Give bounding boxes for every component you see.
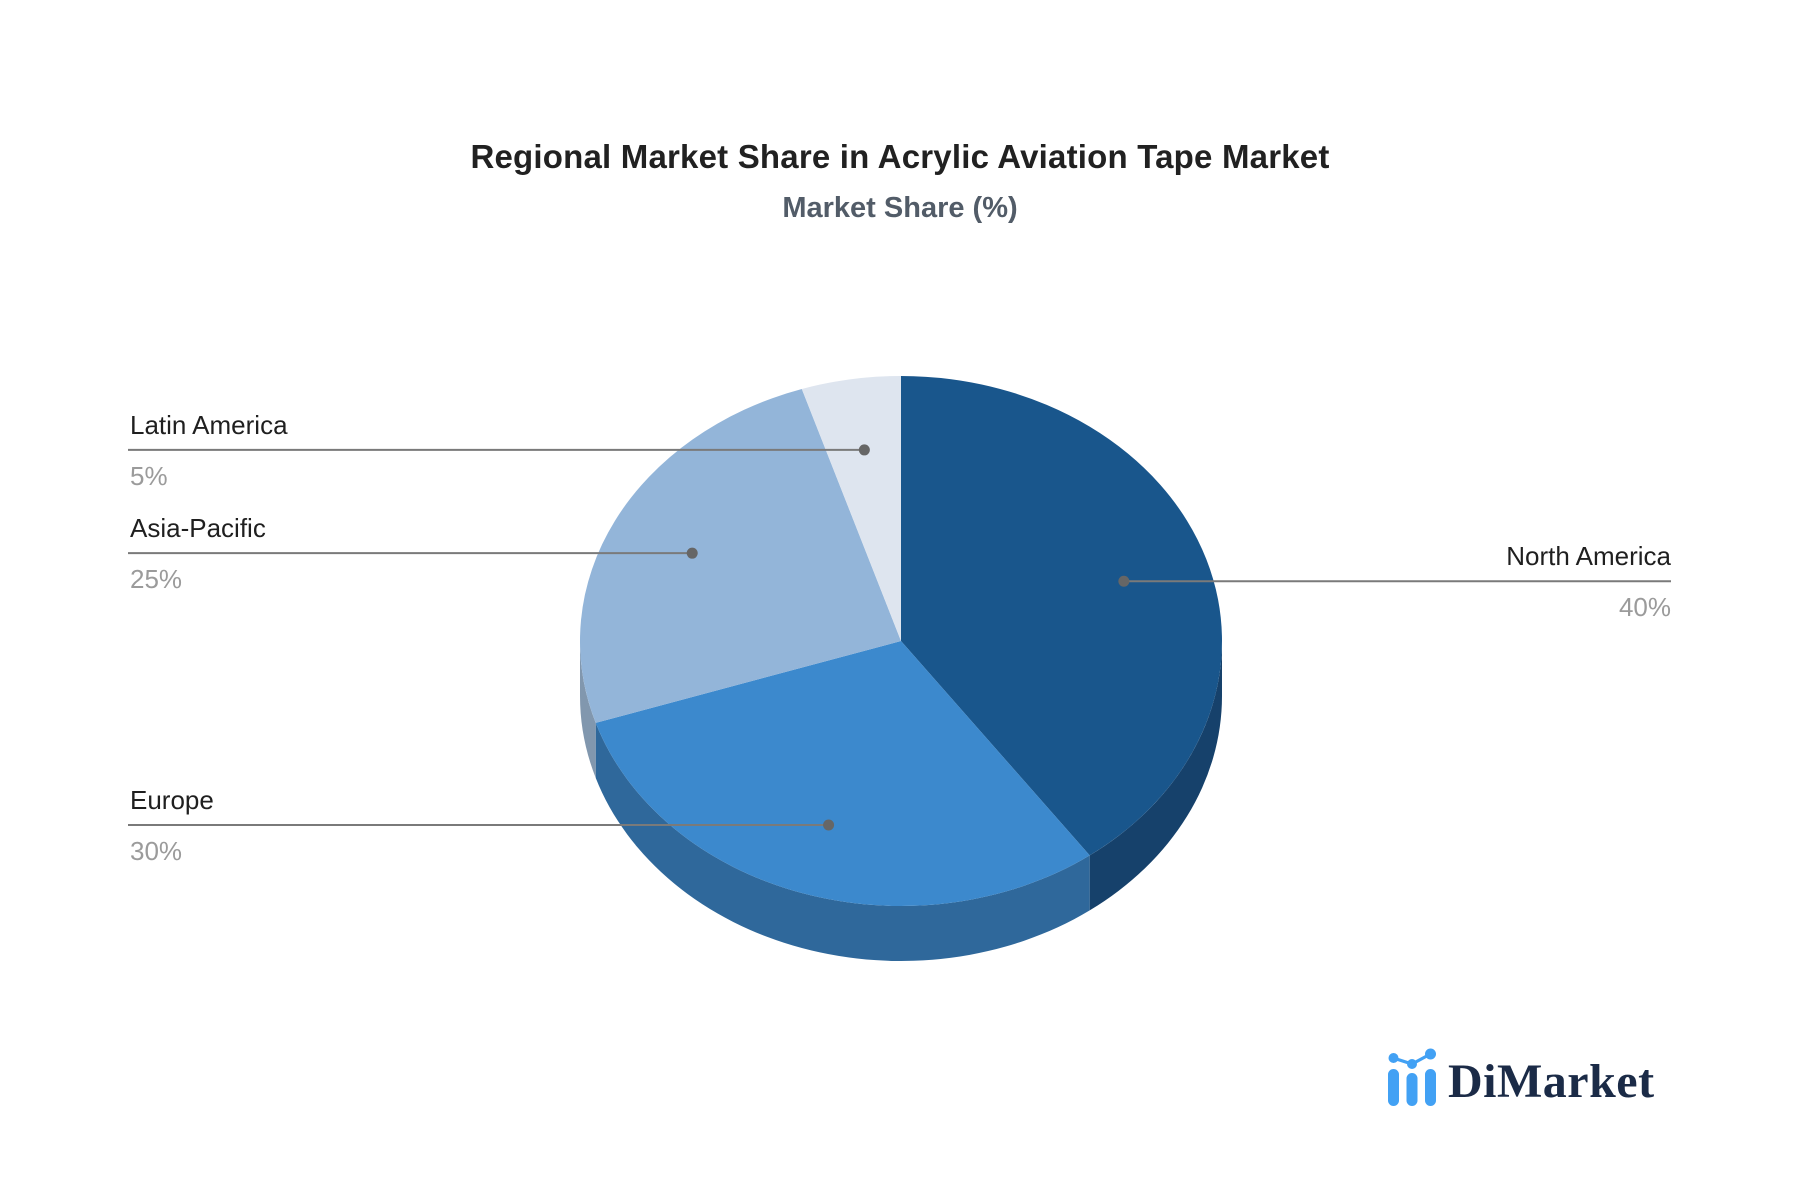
- pie-slice-north-america[interactable]: [901, 376, 1222, 856]
- chart-subtitle: Market Share (%): [782, 192, 1018, 224]
- dimarket-logo: DiMarket: [1386, 1044, 1655, 1106]
- label-asia-pacific-value: 25%: [130, 564, 183, 595]
- label-asia-pacific-name: Asia-Pacific: [130, 513, 266, 544]
- label-latin-america-value: 5%: [130, 460, 168, 491]
- leader-lines: [128, 444, 1671, 831]
- chart-title: Regional Market Share in Acrylic Aviatio…: [470, 138, 1330, 175]
- pie-depth-walls: [580, 641, 1222, 962]
- leader-dot-north-america: [1118, 575, 1130, 587]
- pie-slice-side-europe: [595, 722, 1090, 962]
- label-north-america-value: 40%: [1618, 592, 1671, 623]
- dimarket-logo-icon: [1388, 1048, 1436, 1106]
- pie-slice-europe[interactable]: [595, 641, 1090, 906]
- pie-slice-side-asia-pacific: [580, 641, 596, 778]
- pie-slice-side-north-america: [1089, 641, 1222, 911]
- pie-slice-latin-america[interactable]: [801, 376, 901, 641]
- leader-dot-latin-america: [858, 444, 870, 456]
- dimarket-logo-text: DiMarket: [1448, 1055, 1655, 1108]
- label-europe-value: 30%: [130, 835, 183, 866]
- label-europe-name: Europe: [130, 784, 214, 815]
- label-north-america-name: North America: [1506, 541, 1671, 572]
- leader-dot-asia-pacific: [686, 547, 698, 559]
- pie-slices: [580, 376, 1222, 906]
- label-latin-america-name: Latin America: [130, 409, 288, 440]
- leader-dot-europe: [823, 819, 835, 831]
- pie-slice-asia-pacific[interactable]: [580, 388, 901, 723]
